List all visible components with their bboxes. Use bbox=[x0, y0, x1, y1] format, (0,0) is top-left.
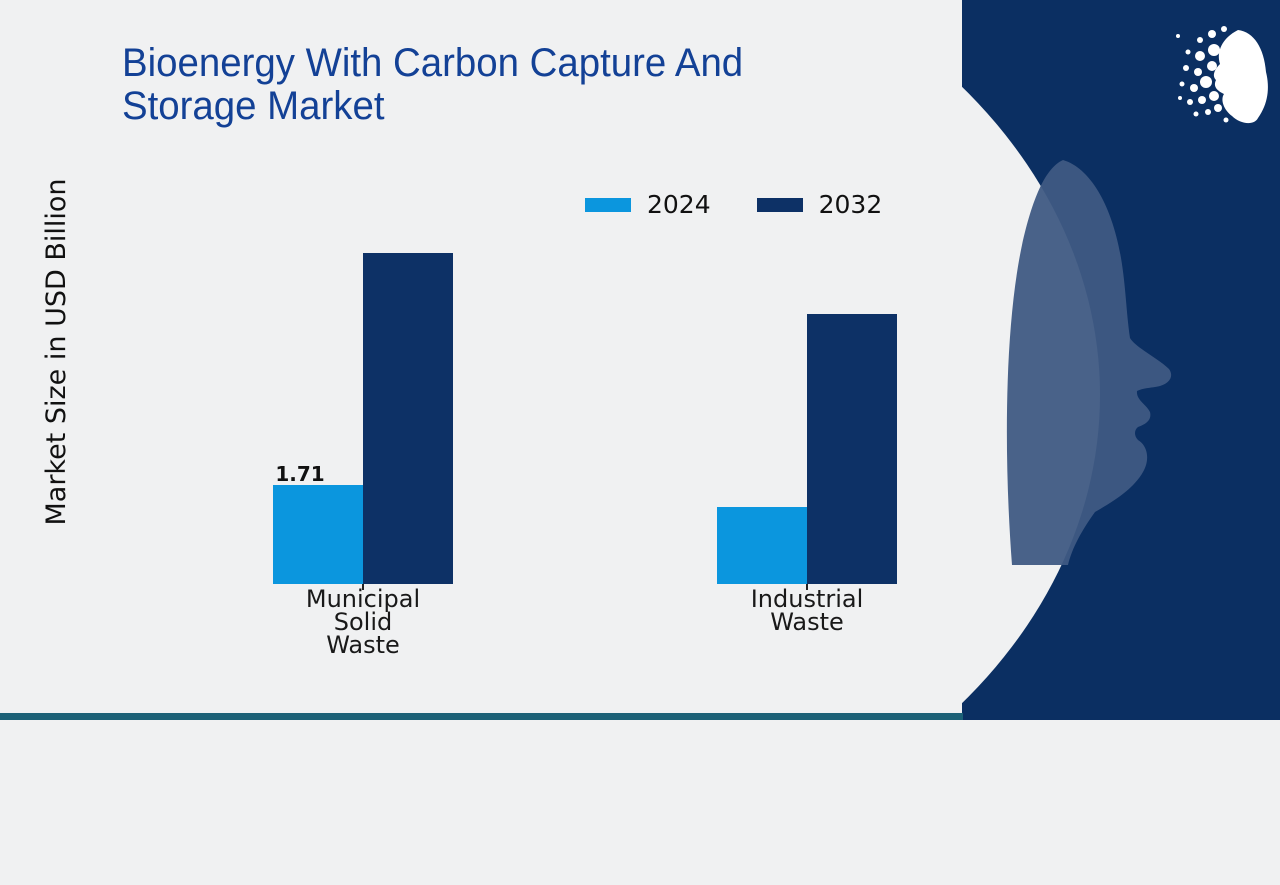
legend-label-2024: 2024 bbox=[647, 190, 711, 219]
category-label-industrial-waste: Industrial Waste bbox=[750, 585, 864, 636]
value-label-2024: 1.71 bbox=[275, 462, 325, 486]
page-title-line2: Storage Market bbox=[122, 84, 385, 128]
page-title-line1: Bioenergy With Carbon Capture And bbox=[122, 41, 744, 85]
x-axis-tick-municipal-solid-waste bbox=[362, 584, 364, 590]
bar-2024-municipal-solid-waste bbox=[273, 485, 363, 584]
page-title: Bioenergy With Carbon Capture And Storag… bbox=[122, 42, 743, 128]
y-axis-label: Market Size in USD Billion bbox=[41, 178, 72, 526]
legend-swatch-2024 bbox=[585, 197, 631, 212]
bar-2024-industrial-waste bbox=[717, 507, 807, 584]
category-label-municipal-solid-waste: Municipal Solid Waste bbox=[305, 585, 421, 659]
plot-area: Municipal Solid Waste Industrial Waste 1.71 bbox=[273, 253, 897, 659]
bar-2032-industrial-waste bbox=[807, 314, 897, 584]
bottom-accent-strip bbox=[0, 713, 963, 720]
legend: 2024 2032 bbox=[585, 190, 882, 219]
legend-label-2032: 2032 bbox=[818, 190, 883, 219]
legend-item-2032: 2032 bbox=[756, 190, 883, 219]
bar-2032-municipal-solid-waste bbox=[363, 253, 453, 584]
logo-dotted-face-icon bbox=[1176, 26, 1268, 124]
legend-swatch-2032 bbox=[756, 197, 803, 212]
x-axis-tick-industrial-waste bbox=[806, 584, 808, 590]
legend-item-2024: 2024 bbox=[585, 190, 711, 219]
